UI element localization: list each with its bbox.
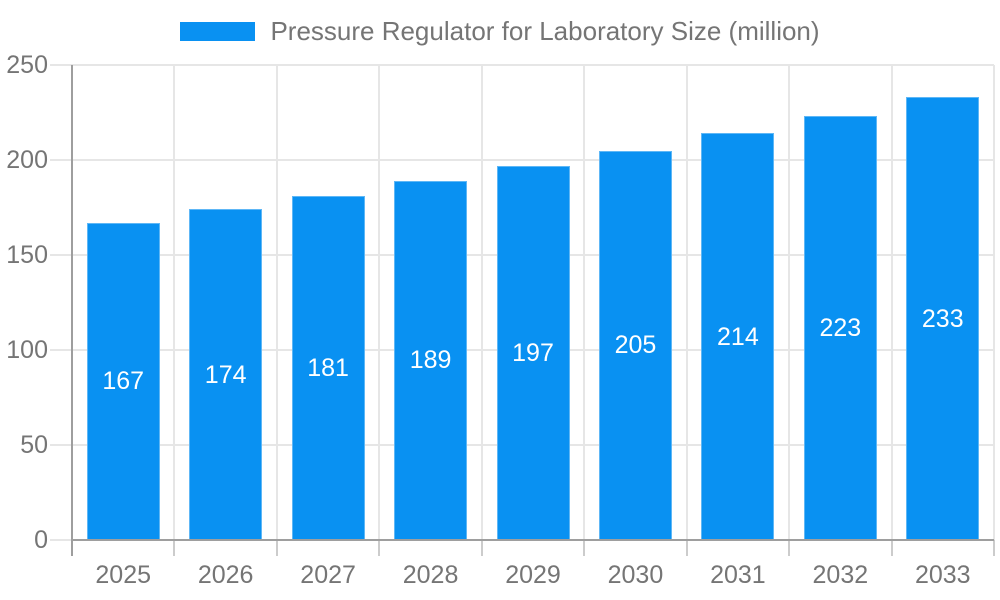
y-axis-label-0: 0 — [34, 526, 48, 554]
y-tick-200 — [50, 159, 72, 161]
gridline-x-2 — [275, 65, 278, 540]
x-axis-label-2027: 2027 — [300, 561, 356, 589]
x-axis-label-2031: 2031 — [710, 561, 766, 589]
value-label-2033: 233 — [921, 304, 964, 333]
x-tick-9 — [993, 540, 995, 556]
value-label-2027: 181 — [307, 354, 349, 383]
y-axis-line — [71, 65, 73, 556]
x-axis-line — [72, 539, 994, 541]
x-tick-4 — [480, 540, 483, 556]
y-axis-label-200: 200 — [6, 146, 48, 174]
value-label-2029: 197 — [512, 338, 554, 367]
gridline-x-9 — [993, 65, 995, 540]
y-tick-100 — [50, 349, 72, 351]
legend-label: Pressure Regulator for Laboratory Size (… — [270, 15, 820, 46]
x-axis-label-2029: 2029 — [505, 561, 561, 589]
x-axis-label-2026: 2026 — [197, 561, 254, 589]
legend[interactable]: Pressure Regulator for Laboratory Size (… — [0, 15, 1000, 46]
value-label-2025: 167 — [102, 367, 145, 396]
y-tick-50 — [50, 444, 72, 446]
x-axis-label-2032: 2032 — [812, 561, 869, 589]
x-tick-1 — [173, 540, 176, 556]
x-axis-label-2028: 2028 — [402, 561, 459, 589]
y-axis-label-150: 150 — [6, 241, 48, 269]
gridline-x-8 — [890, 65, 893, 540]
y-axis-label-100: 100 — [6, 336, 48, 364]
y-axis-label-250: 250 — [6, 51, 48, 79]
x-tick-6 — [685, 540, 688, 556]
x-tick-5 — [583, 540, 586, 556]
y-tick-0 — [50, 539, 72, 541]
gridline-x-3 — [378, 65, 381, 540]
bar-2032[interactable] — [803, 116, 877, 540]
value-label-2026: 174 — [204, 360, 247, 389]
x-axis-label-2025: 2025 — [95, 561, 152, 589]
gridline-x-5 — [583, 65, 586, 540]
bar-2027[interactable] — [291, 196, 365, 540]
bar-2026[interactable] — [189, 209, 263, 540]
x-tick-8 — [890, 540, 893, 556]
bar-2031[interactable] — [701, 133, 775, 540]
bar-2029[interactable] — [496, 165, 570, 540]
legend-swatch — [180, 21, 256, 41]
x-tick-7 — [788, 540, 791, 556]
x-axis-label-2033: 2033 — [914, 561, 971, 589]
gridline-x-7 — [788, 65, 791, 540]
bar-2033[interactable] — [906, 97, 980, 540]
y-tick-150 — [50, 254, 72, 256]
gridline-y-200 — [72, 159, 994, 161]
value-label-2030: 205 — [614, 331, 657, 360]
gridline-x-4 — [480, 65, 483, 540]
bar-2025[interactable] — [86, 222, 160, 540]
value-label-2031: 214 — [717, 322, 759, 351]
x-tick-2 — [275, 540, 278, 556]
gridline-x-1 — [173, 65, 176, 540]
x-tick-3 — [378, 540, 381, 556]
x-axis-label-2030: 2030 — [607, 561, 664, 589]
y-tick-250 — [50, 64, 72, 66]
plot-area: 167 174 181 189 197 205 214 223 233 — [72, 64, 995, 541]
bar-2030[interactable] — [598, 150, 672, 540]
bar-2028[interactable] — [394, 180, 468, 540]
value-label-2028: 189 — [409, 346, 452, 375]
value-label-2032: 223 — [819, 314, 862, 343]
gridline-y-250 — [72, 64, 994, 66]
gridline-x-6 — [685, 65, 688, 540]
y-axis-label-50: 50 — [20, 431, 48, 459]
